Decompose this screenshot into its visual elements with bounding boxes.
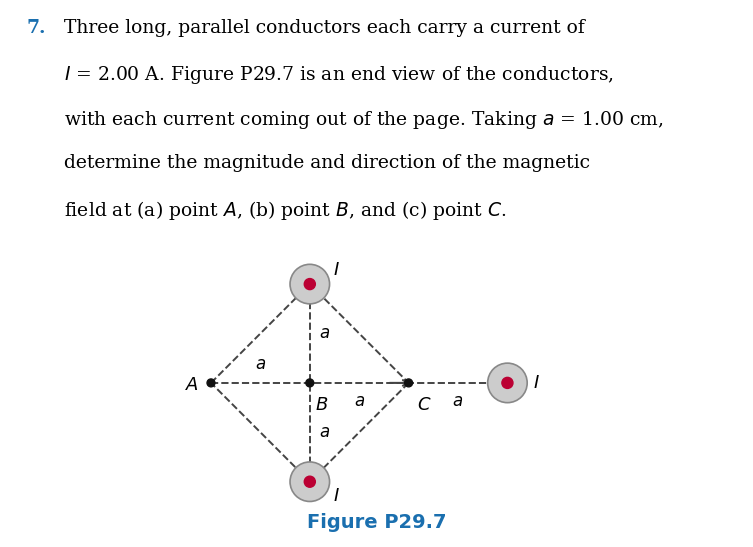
Circle shape [290, 264, 330, 304]
Text: $a$: $a$ [319, 325, 330, 342]
Circle shape [488, 363, 527, 403]
Text: $a$: $a$ [319, 424, 330, 441]
Circle shape [502, 377, 513, 388]
Text: field at (a) point $A$, (b) point $B$, and (c) point $C$.: field at (a) point $A$, (b) point $B$, a… [64, 199, 507, 222]
Text: $B$: $B$ [315, 395, 328, 414]
Circle shape [306, 379, 314, 387]
Text: $I$ = 2.00 A. Figure P29.7 is an end view of the conductors,: $I$ = 2.00 A. Figure P29.7 is an end vie… [64, 64, 614, 86]
Text: $C$: $C$ [416, 395, 431, 414]
Text: $I$: $I$ [333, 261, 340, 279]
Circle shape [207, 379, 215, 387]
Text: $A$: $A$ [185, 376, 199, 394]
Text: with each current coming out of the page. Taking $a$ = 1.00 cm,: with each current coming out of the page… [64, 109, 663, 131]
Text: $a$: $a$ [453, 393, 464, 410]
Text: determine the magnitude and direction of the magnetic: determine the magnitude and direction of… [64, 154, 590, 172]
Text: $a$: $a$ [255, 356, 266, 373]
Text: $I$: $I$ [333, 487, 340, 505]
Circle shape [304, 476, 316, 487]
Text: Three long, parallel conductors each carry a current of: Three long, parallel conductors each car… [64, 19, 585, 37]
Text: 7.: 7. [26, 19, 46, 37]
Circle shape [304, 278, 316, 289]
Circle shape [404, 379, 413, 387]
Text: $a$: $a$ [354, 393, 364, 410]
Text: $I$: $I$ [533, 374, 540, 392]
Circle shape [290, 462, 330, 502]
Text: Figure P29.7: Figure P29.7 [306, 514, 447, 532]
